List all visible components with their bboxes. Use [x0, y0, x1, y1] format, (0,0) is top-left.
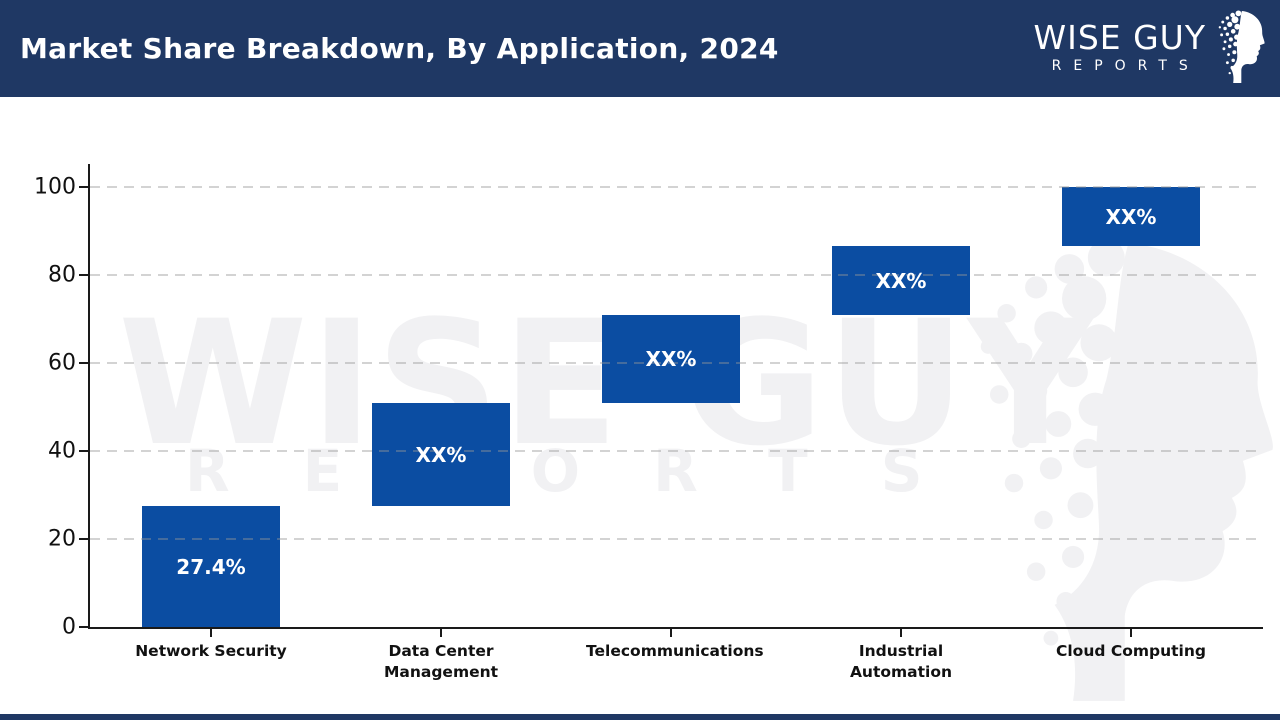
bar-industrial-automation: [832, 246, 970, 315]
y-tick-label-80: 80: [48, 262, 76, 288]
bar-label-industrial-automation: XX%: [875, 268, 927, 293]
watermark-face-icon: [980, 239, 1273, 701]
y-tick-label-100: 100: [34, 174, 76, 200]
header-banner: Market Share Breakdown, By Application, …: [0, 0, 1280, 97]
bar-label-data-center-management: XX%: [415, 442, 467, 467]
watermark-subtitle: REPORTS: [185, 437, 996, 505]
logo-wordmark-block: WISE GUY REPORTS: [1033, 21, 1206, 73]
x-label-cloud-computing: Cloud Computing: [1055, 642, 1207, 660]
chart-title: Market Share Breakdown, By Application, …: [20, 32, 779, 65]
x-label-data-center-management: Data Center Management: [383, 642, 499, 681]
y-tick-label-0: 0: [62, 614, 76, 640]
y-axis-line: [88, 164, 90, 629]
x-label-industrial-automation: Industrial Automation: [849, 642, 953, 681]
y-tick-label-20: 20: [48, 526, 76, 552]
bar-label-network-security: 27.4%: [176, 554, 246, 579]
wiseguy-logo: WISE GUY REPORTS: [1033, 9, 1268, 85]
x-axis-line: [88, 627, 1263, 629]
logo-wordmark: WISE GUY: [1033, 18, 1206, 57]
footer-bar: [0, 714, 1280, 720]
bar-network-security: [142, 506, 280, 627]
bar-cloud-computing: [1062, 187, 1200, 247]
y-tick-label-40: 40: [48, 438, 76, 464]
x-label-network-security: Network Security: [135, 642, 287, 660]
x-label-telecommunications: Telecommunications: [586, 642, 764, 660]
bar-label-cloud-computing: XX%: [1105, 204, 1157, 229]
bar-data-center-management: [372, 402, 510, 507]
bar-label-telecommunications: XX%: [645, 346, 697, 371]
y-tick-label-60: 60: [48, 350, 76, 376]
logo-face-icon: [1218, 10, 1265, 83]
logo-subtitle: REPORTS: [1051, 58, 1200, 74]
bar-telecommunications: [602, 314, 740, 403]
